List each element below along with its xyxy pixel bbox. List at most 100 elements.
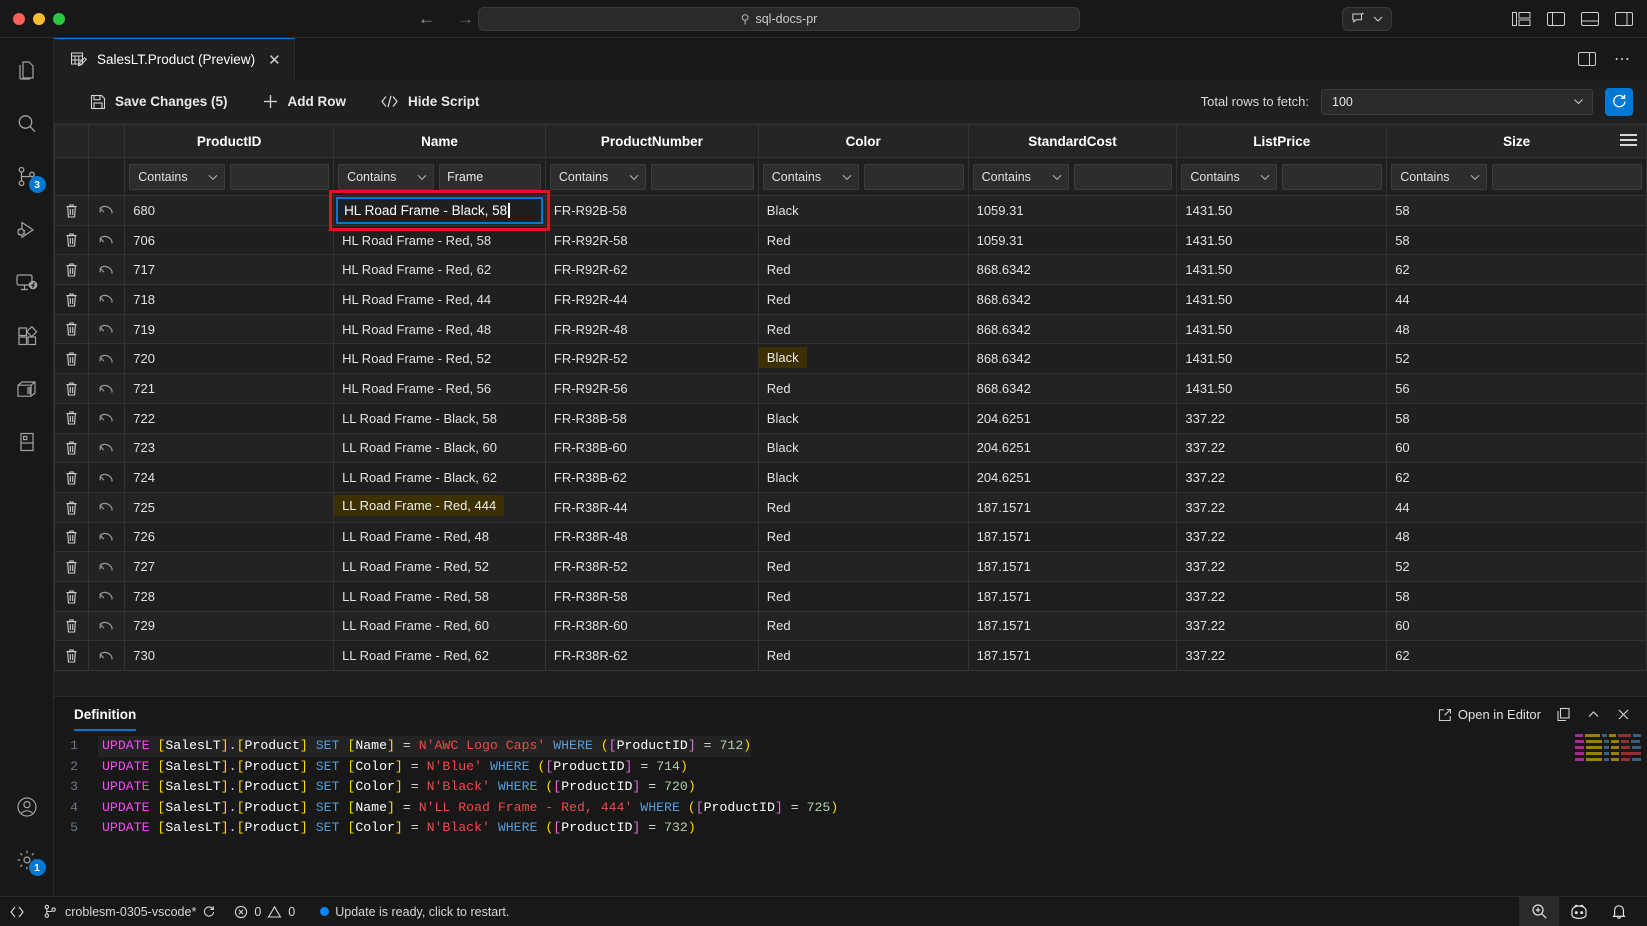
cell-name[interactable]: LL Road Frame - Black, 60 [333, 432, 546, 464]
cell-standardcost[interactable]: 868.6342 [967, 343, 1178, 375]
header-size[interactable]: Size [1386, 124, 1647, 158]
revert-row-button[interactable] [87, 462, 126, 493]
header-productnumber[interactable]: ProductNumber [544, 124, 759, 158]
filter-value-listprice[interactable] [1282, 163, 1383, 190]
chevron-up-icon[interactable] [1586, 707, 1601, 722]
cell-color[interactable]: Red [757, 224, 969, 256]
revert-row-button[interactable] [87, 284, 126, 315]
revert-row-button[interactable] [87, 551, 126, 582]
header-listprice[interactable]: ListPrice [1176, 124, 1388, 158]
revert-row-button[interactable] [87, 610, 126, 642]
cell-size[interactable]: 44 [1386, 491, 1647, 523]
cell-listprice[interactable]: 1431.50 [1176, 195, 1388, 226]
cell-name[interactable]: LL Road Frame - Red, 58 [333, 580, 546, 612]
cell-productnumber[interactable]: FR-R92B-58 [544, 195, 759, 226]
cell-color[interactable]: Black [757, 432, 969, 464]
filter-operator-listprice[interactable]: Contains [1181, 163, 1278, 190]
cell-color[interactable]: Black [757, 195, 969, 226]
revert-row-button[interactable] [87, 432, 126, 464]
delete-row-button[interactable] [54, 551, 89, 582]
revert-row-button[interactable] [87, 402, 126, 434]
delete-row-button[interactable] [54, 491, 89, 523]
command-center-search[interactable]: ⚲ sql-docs-pr [478, 6, 1080, 31]
filter-value-productnumber[interactable] [650, 163, 754, 190]
cell-name[interactable]: LL Road Frame - Red, 62 [333, 640, 546, 671]
cell-productid[interactable]: 717 [124, 254, 335, 286]
cell-name[interactable]: LL Road Frame - Red, 48 [333, 521, 546, 553]
table-row[interactable]: 723 LL Road Frame - Black, 60 FR-R38B-60 Bl… [54, 432, 1647, 464]
cell-listprice[interactable]: 1431.50 [1176, 284, 1388, 315]
cell-listprice[interactable]: 337.22 [1176, 521, 1388, 553]
arrow-left-icon[interactable]: ← [418, 9, 435, 28]
cell-productid[interactable]: 730 [124, 640, 335, 671]
header-color[interactable]: Color [757, 124, 969, 158]
delete-row-button[interactable] [54, 343, 89, 375]
delete-row-button[interactable] [54, 373, 89, 404]
table-row[interactable]: 720 HL Road Frame - Red, 52 FR-R92R-52 Blac… [54, 343, 1647, 375]
sidebar-item-accounts[interactable] [0, 780, 54, 833]
cell-standardcost[interactable]: 187.1571 [967, 551, 1178, 582]
cell-standardcost[interactable]: 868.6342 [967, 254, 1178, 286]
toggle-panel-icon[interactable] [1581, 11, 1599, 27]
delete-row-button[interactable] [54, 462, 89, 493]
cell-productid[interactable]: 718 [124, 284, 335, 315]
revert-row-button[interactable] [87, 254, 126, 286]
header-name[interactable]: Name [333, 124, 546, 158]
sql-script-editor[interactable]: 1 UPDATE [SalesLT].[Product] SET [Name] =… [54, 732, 1647, 896]
close-icon[interactable]: ✕ [268, 51, 281, 69]
cell-productid[interactable]: 722 [124, 402, 335, 434]
update-status[interactable]: Update is ready, click to restart. [304, 897, 518, 926]
cell-name[interactable]: HL Road Frame - Red, 58 [333, 224, 546, 256]
cell-standardcost[interactable]: 187.1571 [967, 491, 1178, 523]
filter-operator-size[interactable]: Contains [1391, 163, 1488, 190]
sidebar-item-database-projects[interactable] [0, 362, 54, 415]
cell-listprice[interactable]: 337.22 [1176, 551, 1388, 582]
cell-size[interactable]: 60 [1386, 432, 1647, 464]
cell-productid[interactable]: 720 [124, 343, 335, 375]
split-editor-icon[interactable] [1578, 51, 1596, 67]
table-row[interactable]: 722 LL Road Frame - Black, 58 FR-R38B-58 Bl… [54, 402, 1647, 434]
cell-editor-input[interactable]: HL Road Frame - Black, 58 [336, 197, 543, 224]
cell-size[interactable]: 58 [1386, 224, 1647, 256]
delete-row-button[interactable] [54, 432, 89, 464]
cell-productid[interactable]: 727 [124, 551, 335, 582]
cell-size[interactable]: 48 [1386, 521, 1647, 553]
sql-line[interactable]: 1 UPDATE [SalesLT].[Product] SET [Name] =… [54, 736, 1647, 757]
minimize-window-button[interactable] [33, 12, 45, 25]
cell-productnumber[interactable]: FR-R92R-58 [544, 224, 759, 256]
table-row[interactable]: 726 LL Road Frame - Red, 48 FR-R38R-48 Red 1… [54, 521, 1647, 553]
filter-operator-productnumber[interactable]: Contains [549, 163, 646, 190]
cell-size[interactable]: 62 [1386, 640, 1647, 671]
sql-line[interactable]: 3 UPDATE [SalesLT].[Product] SET [Color] … [54, 777, 1647, 798]
cell-size[interactable]: 60 [1386, 610, 1647, 642]
cell-productnumber[interactable]: FR-R92R-44 [544, 284, 759, 315]
table-row[interactable]: 727 LL Road Frame - Red, 52 FR-R38R-52 Red 1… [54, 551, 1647, 582]
sidebar-item-source-control[interactable]: 3 [0, 150, 54, 203]
filter-operator-name[interactable]: Contains [338, 163, 435, 190]
cell-standardcost[interactable]: 187.1571 [967, 521, 1178, 553]
sidebar-item-run-and-debug[interactable] [0, 203, 54, 256]
editor-minimap[interactable] [1575, 734, 1642, 768]
cell-productnumber[interactable]: FR-R92R-48 [544, 313, 759, 345]
cell-color[interactable]: Black [757, 343, 969, 375]
customize-layout-icon[interactable] [1615, 11, 1633, 27]
cell-standardcost[interactable]: 1059.31 [967, 195, 1178, 226]
delete-row-button[interactable] [54, 313, 89, 345]
cell-size[interactable]: 58 [1386, 580, 1647, 612]
cell-name[interactable]: LL Road Frame - Black, 58 [333, 402, 546, 434]
table-row[interactable]: 719 HL Road Frame - Red, 48 FR-R92R-48 Red 8… [54, 313, 1647, 345]
filter-value-size[interactable] [1492, 163, 1642, 190]
source-control-status[interactable]: croblesm-0305-vscode* [34, 897, 225, 926]
cell-standardcost[interactable]: 204.6251 [967, 432, 1178, 464]
cell-standardcost[interactable]: 187.1571 [967, 640, 1178, 671]
add-row-button[interactable]: Add Row [252, 89, 357, 114]
header-productid[interactable]: ProductID [124, 124, 335, 158]
cell-standardcost[interactable]: 868.6342 [967, 284, 1178, 315]
cell-productnumber[interactable]: FR-R92R-62 [544, 254, 759, 286]
more-actions-icon[interactable]: ⋯ [1614, 51, 1631, 68]
cell-name[interactable]: HL Road Frame - Red, 62 [333, 254, 546, 286]
cell-standardcost[interactable]: 1059.31 [967, 224, 1178, 256]
cell-size[interactable]: 52 [1386, 551, 1647, 582]
cell-name[interactable]: HL Road Frame - Black, 58 [329, 190, 550, 231]
cell-color[interactable]: Red [757, 580, 969, 612]
